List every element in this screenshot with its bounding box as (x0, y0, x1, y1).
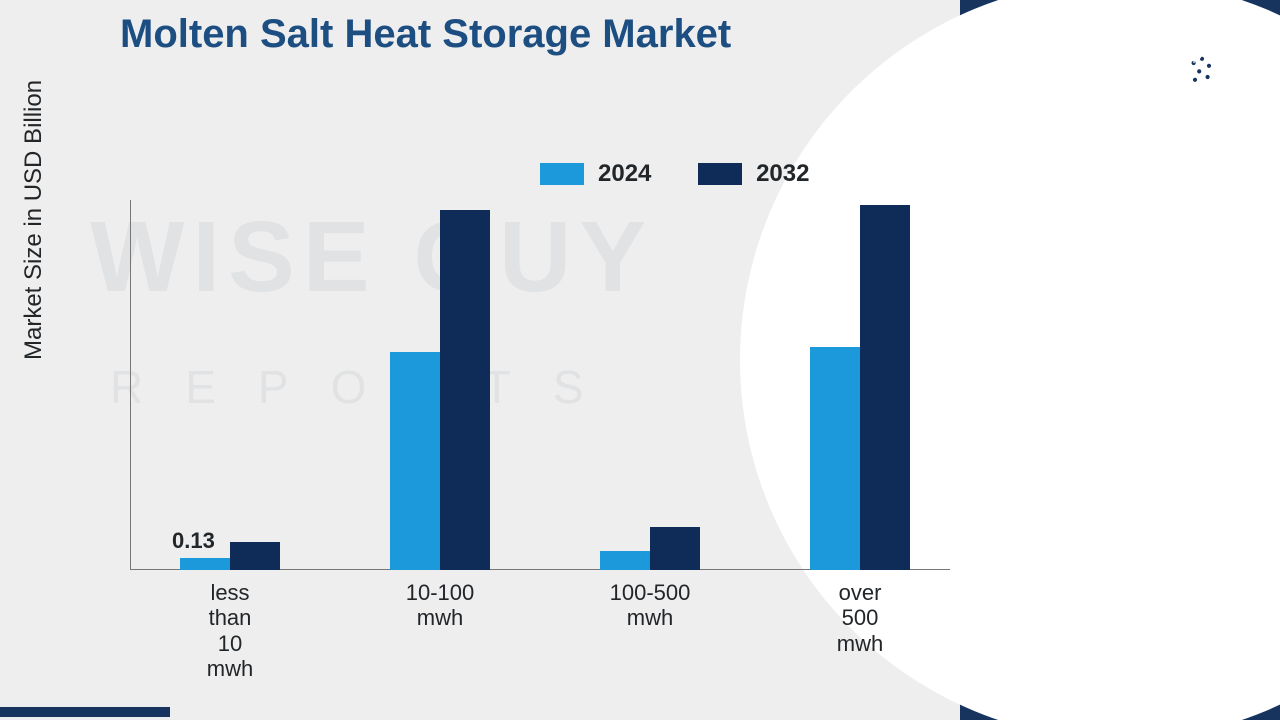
legend-item-2032: 2032 (698, 160, 809, 188)
footer-strip (0, 707, 170, 717)
x-label: 10-100mwh (360, 580, 520, 631)
legend: 2024 2032 (540, 160, 849, 192)
chart-title: Molten Salt Heat Storage Market (120, 12, 731, 57)
legend-label-2024: 2024 (598, 160, 651, 188)
brand-logo: WISE GUY REPORTS (990, 18, 1250, 66)
bar-2024 (810, 347, 860, 570)
x-label: over500mwh (780, 580, 940, 656)
y-axis-line (130, 200, 131, 570)
y-axis-label: Market Size in USD Billion (20, 80, 48, 360)
bar-2032 (230, 542, 280, 570)
bar-2032 (440, 210, 490, 571)
legend-label-2032: 2032 (756, 160, 809, 188)
legend-item-2024: 2024 (540, 160, 651, 188)
x-label: 100-500mwh (570, 580, 730, 631)
bar-2024 (600, 551, 650, 570)
value-label: 0.13 (172, 528, 215, 554)
bar-2032 (860, 205, 910, 570)
bar-2024 (390, 352, 440, 570)
stage: Molten Salt Heat Storage Market WISE GUY… (0, 0, 1280, 720)
bar-2032 (650, 527, 700, 570)
logo-line2: REPORTS (990, 50, 1250, 66)
plot-area (130, 200, 950, 570)
x-label: lessthan10mwh (150, 580, 310, 681)
bar-2024 (180, 558, 230, 570)
